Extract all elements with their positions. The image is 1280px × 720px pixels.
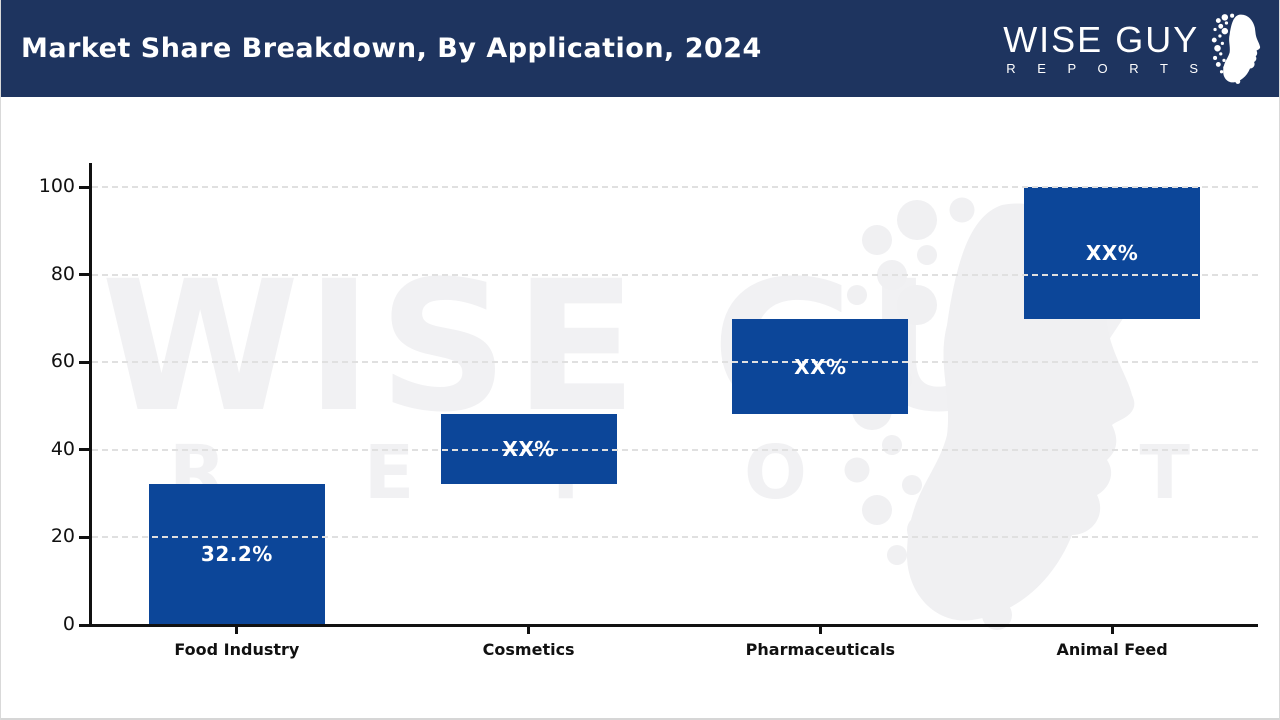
y-axis-tick-label: 40	[50, 437, 75, 460]
y-axis-tick	[79, 185, 89, 189]
x-axis-tick	[818, 626, 822, 634]
bar-segment	[148, 483, 325, 625]
brand-subtitle: R E P O R T S	[1006, 61, 1207, 76]
brand-logo: WISE GUY R E P O R T S	[1003, 7, 1263, 91]
x-axis-tick	[1110, 626, 1114, 634]
y-axis-tick	[79, 273, 89, 277]
y-axis-tick	[79, 448, 89, 452]
page-bottom-border	[1, 718, 1279, 720]
header-bar: Market Share Breakdown, By Application, …	[1, 0, 1279, 97]
y-axis-tick-label: 80	[50, 262, 75, 285]
y-axis-tick-label: 100	[38, 175, 75, 197]
y-axis-tick-label: 0	[62, 613, 75, 635]
page-title: Market Share Breakdown, By Application, …	[21, 33, 762, 64]
gridline	[92, 448, 1258, 451]
y-axis-tick-label: 60	[50, 350, 75, 373]
x-axis-tick	[235, 626, 239, 634]
brand-name: WISE GUY	[1003, 19, 1200, 60]
gridline	[92, 273, 1258, 276]
x-axis-category-label: Animal Feed	[1056, 640, 1168, 659]
brand-logo-text: WISE GUY R E P O R T S	[1003, 19, 1207, 76]
gridline	[92, 536, 1258, 539]
x-axis-category-label: Pharmaceuticals	[745, 640, 896, 659]
y-axis-tick	[79, 623, 89, 627]
y-axis-tick	[79, 535, 89, 539]
x-axis-category-label: Cosmetics	[482, 640, 575, 659]
bar-value-label: 32.2%	[200, 542, 273, 567]
y-axis-tick-label: 20	[50, 525, 75, 548]
bar-value-label: XX%	[794, 354, 847, 379]
x-axis-line	[89, 624, 1258, 627]
x-axis-category-label: Food Industry	[174, 640, 300, 659]
dotted-head-icon	[1211, 13, 1261, 84]
bar-value-label: XX%	[1085, 241, 1139, 266]
x-axis-tick	[527, 626, 531, 634]
bar-value-label: XX%	[502, 436, 555, 461]
y-axis-tick	[79, 360, 89, 364]
y-axis-line	[89, 163, 92, 627]
gridline	[92, 361, 1258, 364]
gridline	[92, 186, 1258, 188]
